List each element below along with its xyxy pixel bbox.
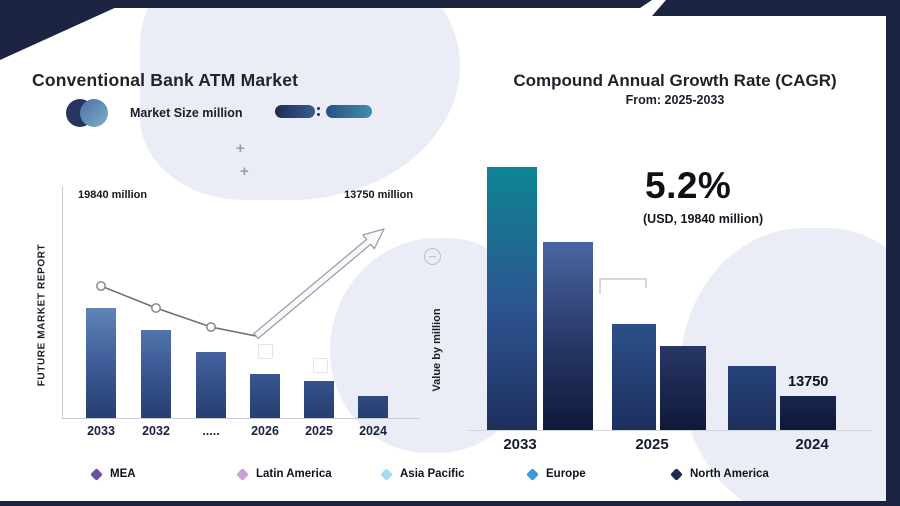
left-chart-title: Conventional Bank ATM Market	[32, 69, 299, 90]
legend-item-latin-america: Latin America	[236, 466, 332, 482]
decorative-pill-2	[326, 105, 372, 118]
annotation-2033: 19840 million	[78, 189, 148, 201]
cagr-bar-2033-secondary	[543, 242, 593, 430]
cagr-bar-2033-primary	[487, 167, 537, 430]
pill-separator-dots	[317, 107, 320, 110]
watermark-icon-1	[258, 344, 273, 359]
left-x-label-0: 2033	[87, 424, 115, 438]
left-x-label-3: 2026	[251, 424, 279, 438]
market-size-cylinder-icon	[66, 98, 118, 128]
cagr-bar-2024-secondary	[780, 396, 836, 430]
legend-label: North America	[690, 468, 769, 480]
legend-diamond-icon	[526, 467, 539, 481]
right-x-label-2024: 2024	[795, 436, 829, 453]
legend-diamond-icon	[90, 467, 103, 481]
market-size-legend: Market Size million	[66, 96, 243, 130]
legend-item-asia-pacific: Asia Pacific	[380, 466, 465, 482]
cagr-value: 5.2%	[645, 165, 732, 206]
left-x-label-4: 2025	[305, 424, 333, 438]
plus-icon-2: +	[240, 163, 249, 180]
market-bar-2032	[141, 330, 171, 418]
annotation-2024: 13750 million	[344, 189, 414, 201]
legend-label: Latin America	[256, 468, 332, 480]
market-size-label: Market Size million	[130, 106, 243, 120]
decorative-pill-1	[275, 105, 315, 118]
left-x-label-1: 2032	[142, 424, 170, 438]
legend-diamond-icon	[670, 467, 683, 481]
legend-diamond-icon	[380, 467, 393, 481]
cagr-bar-2024-primary	[728, 366, 776, 430]
left-x-axis	[62, 418, 420, 419]
legend-label: Asia Pacific	[400, 468, 465, 480]
background-blob-2	[680, 228, 900, 506]
legend-item-mea: MEA	[90, 466, 136, 482]
watermark-icon-2	[313, 358, 328, 373]
cagr-subtitle: From: 2025-2033	[625, 93, 725, 107]
cagr-title: Compound Annual Growth Rate (CAGR)	[513, 71, 837, 91]
bar-annotation-13750: 13750	[788, 374, 829, 390]
cagr-note: (USD, 19840 million)	[643, 212, 764, 226]
legend-label: Europe	[546, 468, 586, 480]
right-x-axis	[468, 430, 872, 431]
left-x-label-5: 2024	[359, 424, 387, 438]
left-x-label-2: .....	[202, 424, 220, 438]
legend-item-europe: Europe	[526, 466, 586, 482]
market-bar-.....	[196, 352, 226, 418]
legend-diamond-icon	[236, 467, 249, 481]
legend-label: MEA	[110, 468, 136, 480]
plus-icon-1: +	[236, 140, 245, 157]
cagr-bar-2025-secondary	[660, 346, 706, 430]
minus-circle-icon	[424, 248, 441, 265]
region-legend: MEA Latin America Asia Pacific Europe North …	[0, 466, 900, 486]
market-bar-2025	[304, 381, 334, 418]
market-bar-2026	[250, 374, 280, 418]
market-bar-2024	[358, 396, 388, 418]
legend-item-north-america: North America	[670, 466, 769, 482]
right-x-label-2025: 2025	[635, 436, 669, 453]
right-x-label-2033: 2033	[503, 436, 537, 453]
cagr-bar-2025-primary	[612, 324, 656, 430]
left-y-axis	[62, 186, 63, 418]
